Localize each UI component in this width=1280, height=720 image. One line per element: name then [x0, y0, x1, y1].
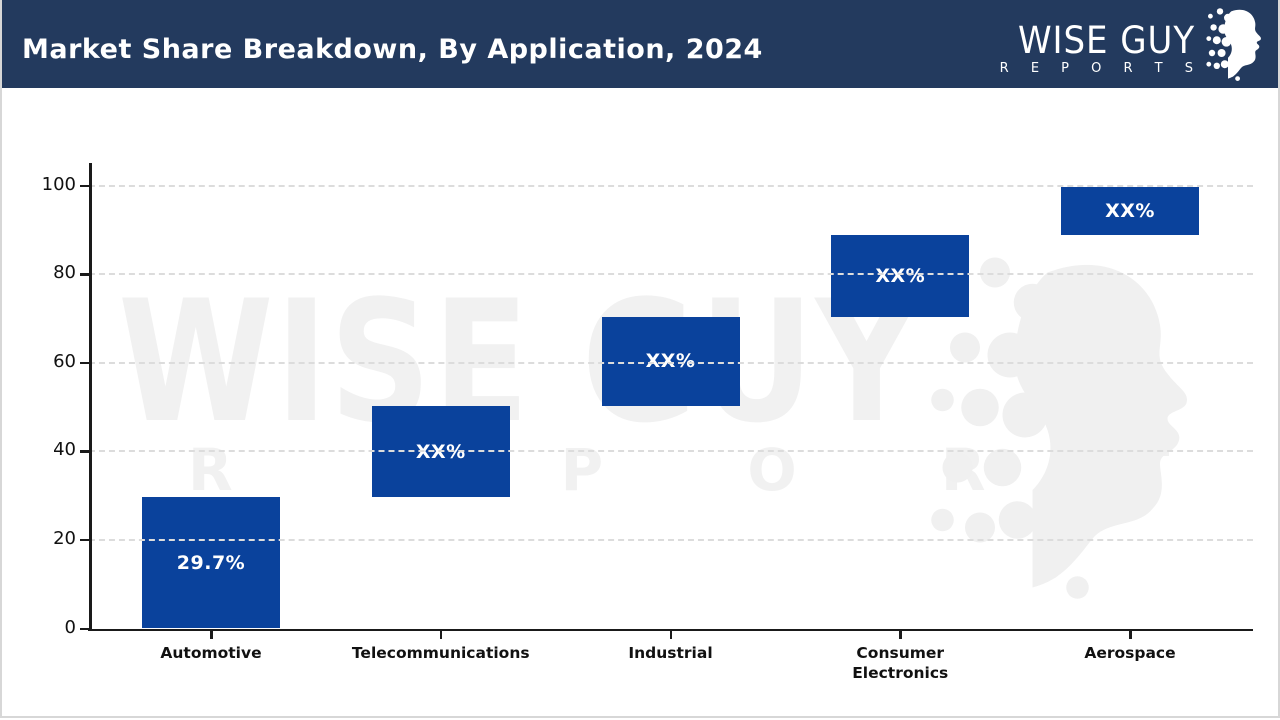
- wise-guy-reports-logo: WISE GUY R E P O R T S: [1000, 4, 1268, 88]
- plot-area: 0 20 40 60 80 100 29.7% Automotive XX% Telecommun…: [0, 88, 1280, 720]
- bar-aerospace: XX%: [1061, 186, 1199, 236]
- y-tick-label-100: 100: [41, 173, 76, 195]
- bar-automotive: 29.7%: [142, 496, 280, 629]
- y-tick-label-80: 80: [53, 262, 76, 284]
- x-tick-label-automotive: Automotive: [160, 643, 262, 662]
- bar-consumer-electronics: XX%: [831, 235, 970, 317]
- x-tick-mark-industrial: [669, 630, 672, 639]
- gridline-y-80: [89, 273, 1253, 276]
- y-tick-mark-20: [80, 538, 89, 542]
- y-tick-label-40: 40: [53, 439, 76, 461]
- gridline-y-60: [89, 361, 1253, 364]
- y-axis: [89, 163, 92, 631]
- x-axis: [88, 628, 1253, 631]
- bar-industrial: XX%: [601, 316, 740, 407]
- x-tick-label-consumer-electronics: Consumer Electronics: [852, 643, 949, 682]
- watermark-face-dots: [920, 215, 1220, 649]
- y-tick-mark-80: [80, 273, 89, 276]
- y-tick-mark-0: [80, 627, 89, 630]
- x-tick-label-industrial: Industrial: [628, 643, 713, 662]
- face-profile-dots-icon: [1204, 6, 1268, 88]
- x-tick-mark-consumer-electronics: [899, 630, 902, 639]
- x-tick-mark-aerospace: [1129, 630, 1132, 639]
- header-bar: Market Share Breakdown, By Application, …: [0, 0, 1280, 88]
- gridline-y-100: [89, 184, 1253, 187]
- x-tick-mark-automotive: [210, 630, 213, 639]
- y-tick-mark-60: [80, 361, 89, 365]
- bar-value-label-industrial: XX%: [645, 350, 696, 373]
- logo-wordmark: WISE GUY: [1017, 19, 1195, 62]
- logo-subtext: R E P O R T S: [999, 61, 1202, 76]
- y-tick-mark-40: [80, 450, 89, 453]
- logo-text: WISE GUY R E P O R T S: [994, 22, 1202, 76]
- x-tick-label-aerospace: Aerospace: [1084, 643, 1176, 662]
- y-tick-label-0: 0: [64, 616, 76, 638]
- bar-value-label-consumer-electronics: XX%: [875, 264, 926, 287]
- gridline-y-20: [89, 538, 1253, 541]
- bar-value-label-aerospace: XX%: [1105, 199, 1155, 222]
- y-tick-label-20: 20: [53, 527, 76, 549]
- y-tick-label-60: 60: [53, 350, 76, 372]
- bar-value-label-automotive: 29.7%: [176, 551, 246, 574]
- gridline-y-40: [89, 450, 1253, 453]
- y-tick-mark-100: [80, 184, 89, 187]
- x-tick-label-telecommunications: Telecommunications: [351, 643, 530, 662]
- chart-title: Market Share Breakdown, By Application, …: [22, 34, 763, 65]
- x-tick-mark-telecommunications: [439, 630, 443, 639]
